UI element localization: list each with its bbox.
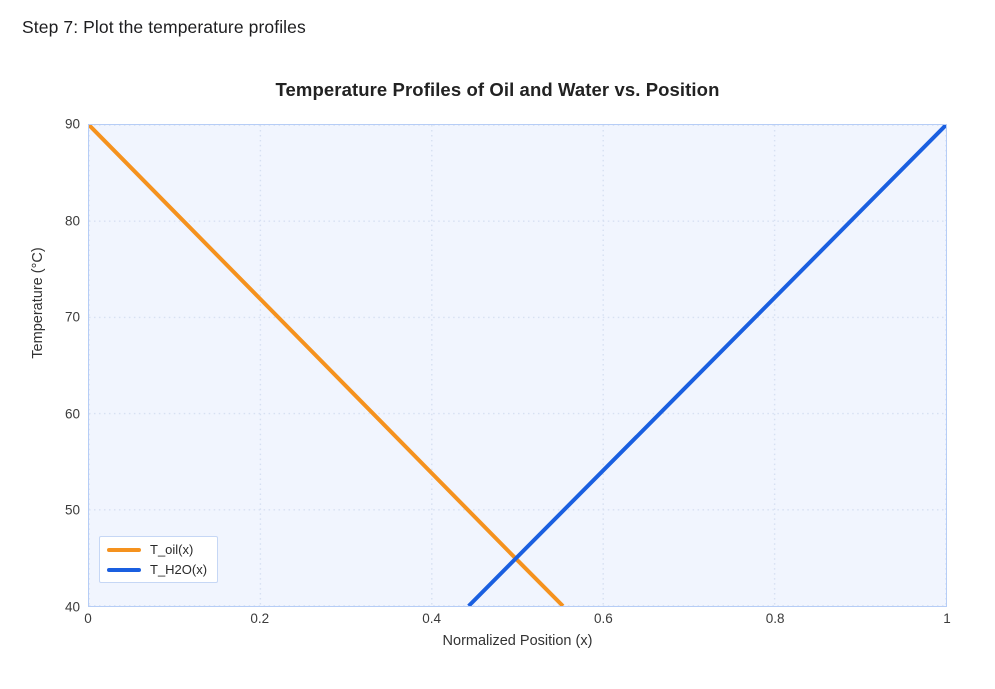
gridlines — [89, 125, 946, 606]
x-tick-label: 0.8 — [765, 611, 785, 626]
x-axis-ticks: 0 0.2 0.4 0.6 0.8 1 — [84, 611, 951, 633]
legend-swatch-t-oil — [107, 547, 141, 552]
x-tick-label: 0.6 — [594, 611, 613, 626]
series-line-t-oil-x — [89, 125, 565, 606]
y-tick-label: 50 — [64, 502, 80, 518]
legend-label-t-h2o: T_H2O(x) — [150, 562, 208, 577]
chart-figure: Temperature Profiles of Oil and Water vs… — [0, 55, 995, 689]
legend-swatch-t-h2o — [107, 567, 141, 572]
y-tick-label: 70 — [64, 309, 80, 325]
step-header: Step 7: Plot the temperature profiles — [22, 17, 306, 37]
legend-item-t-h2o[interactable]: T_H2O(x) — [107, 562, 207, 577]
x-tick-label: 0 — [84, 611, 92, 626]
y-axis-ticks: 40 50 60 70 80 90 — [32, 117, 80, 615]
y-tick-label: 40 — [64, 599, 80, 615]
chart-legend[interactable]: T_oil(x) T_H2O(x) — [99, 536, 219, 583]
legend-label-t-oil: T_oil(x) — [150, 542, 194, 557]
legend-item-t-oil[interactable]: T_oil(x) — [107, 542, 207, 557]
x-tick-label: 0.2 — [250, 611, 270, 626]
y-tick-label: 80 — [64, 213, 80, 229]
x-tick-label: 1 — [943, 611, 951, 626]
series-line-t-h2o-x — [467, 125, 946, 606]
chart-title: Temperature Profiles of Oil and Water vs… — [275, 79, 720, 100]
series-lines — [89, 125, 946, 606]
x-axis-label: Normalized Position (x) — [442, 633, 593, 649]
y-tick-label: 90 — [64, 116, 80, 132]
y-tick-label: 60 — [64, 406, 80, 422]
plot-svg — [89, 125, 946, 606]
y-axis-label: Temperature (°C) — [30, 247, 46, 359]
x-tick-label: 0.4 — [422, 611, 441, 626]
plot-area: T_oil(x) T_H2O(x) — [88, 124, 947, 607]
